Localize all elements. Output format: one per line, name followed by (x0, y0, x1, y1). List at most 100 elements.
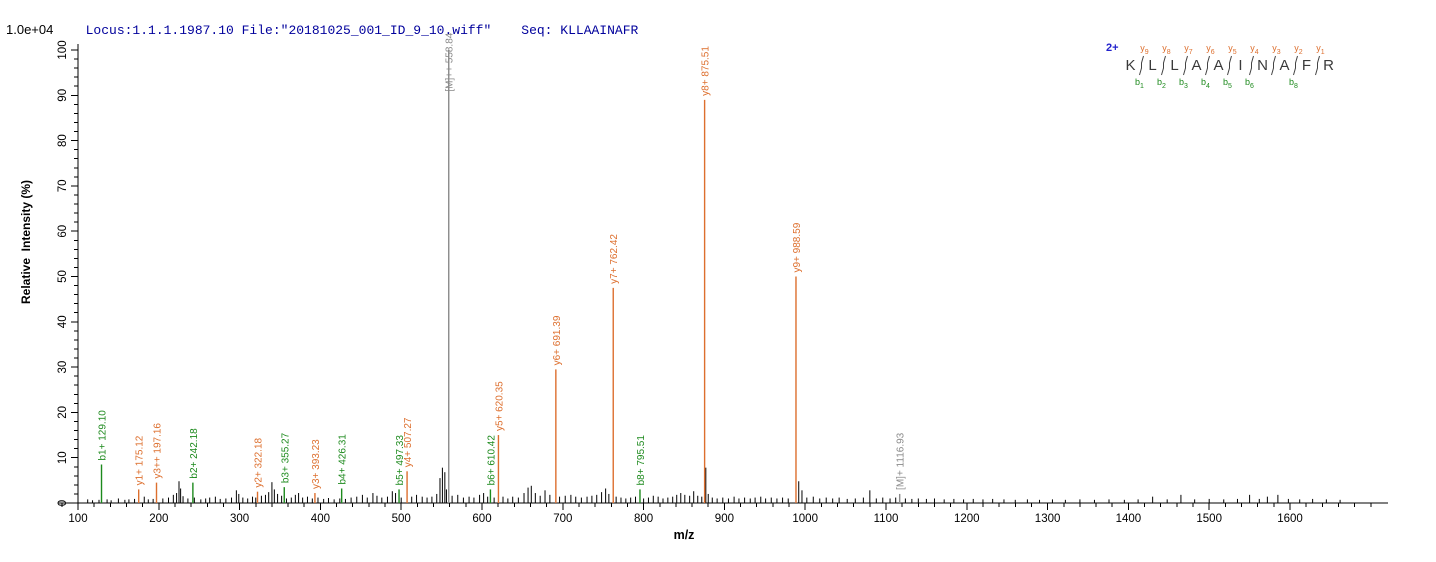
y-ion-label: y2 (1294, 43, 1303, 56)
x-tick-label: 300 (230, 513, 249, 525)
residue-column: L (1168, 42, 1181, 89)
y-tick-label: 0 (57, 500, 69, 506)
x-tick-label: 100 (68, 513, 87, 525)
residue-letter: L (1170, 57, 1179, 74)
y-tick-label: 70 (57, 180, 69, 193)
x-tick-label: 900 (715, 513, 734, 525)
x-tick-label: 1600 (1277, 513, 1303, 525)
cleavage-column: y5 b5 (1223, 42, 1237, 90)
fragment-peak-label: y7+ 762.42 (609, 234, 620, 284)
x-tick-label: 1200 (954, 513, 980, 525)
y-ion-label: y4 (1250, 43, 1259, 56)
residue-letter: N (1257, 57, 1268, 74)
y-tick-label: 90 (57, 89, 69, 102)
x-tick-label: 1300 (1035, 513, 1061, 525)
fragment-peak-label: b6+ 610.42 (486, 435, 497, 486)
y-axis-scale-note: 1.0e+04 (6, 22, 54, 37)
fragment-peak-label: b4+ 426.31 (338, 434, 349, 485)
residue-letter: L (1148, 57, 1157, 74)
y-tick-label: 100 (57, 40, 69, 59)
x-tick-label: 1400 (1116, 513, 1142, 525)
residue-letter: A (1191, 57, 1202, 74)
fragment-peak-label: b3+ 355.27 (280, 432, 291, 483)
b-ion-label: b8 (1289, 77, 1298, 90)
b-ion-label: b1 (1135, 77, 1144, 90)
fragment-peak-label: y1+ 175.12 (135, 435, 146, 485)
fragment-peak-label: [M]++ 558.84 (445, 32, 456, 91)
x-tick-label: 200 (149, 513, 168, 525)
fragment-peak-label: b1+ 129.10 (98, 410, 109, 461)
x-tick-label: 1100 (874, 513, 899, 525)
y-ion-label: y5 (1228, 43, 1237, 56)
cleavage-column: y7 b3 (1179, 42, 1193, 90)
b-ion-label: b3 (1179, 77, 1188, 90)
cleavage-column: y1 (1313, 42, 1325, 89)
y-ion-label: y6 (1206, 43, 1215, 56)
b-ion-label: b5 (1223, 77, 1232, 90)
y-ion-label: y7 (1184, 43, 1193, 56)
y-ion-label: y3 (1272, 43, 1281, 56)
y-ion-label: y1 (1316, 43, 1325, 56)
cleavage-mark-icon (1181, 55, 1190, 76)
precursor-charge-label: 2+ (1106, 42, 1119, 54)
fragment-peak-label: y6+ 691.39 (552, 315, 563, 365)
cleavage-mark-icon (1313, 55, 1322, 76)
residue-column: I (1234, 42, 1247, 89)
residue-column: L (1146, 42, 1159, 89)
residue-column: F (1300, 42, 1313, 89)
fragment-peak-label: [M]+ 1116.93 (896, 432, 907, 490)
residue-column: A (1212, 42, 1225, 89)
residue-letter: A (1279, 57, 1290, 74)
fragment-peak-label: y3++ 197.16 (153, 423, 164, 479)
y-tick-label: 80 (57, 134, 69, 147)
residue-column: A (1278, 42, 1291, 89)
residue-letter: A (1213, 57, 1224, 74)
cleavage-column: y4 b6 (1245, 42, 1259, 90)
fragment-peak-label: b2+ 242.18 (189, 428, 200, 479)
y-tick-label: 50 (57, 270, 69, 283)
cleavage-mark-icon (1291, 55, 1300, 76)
cleavage-column: y6 b4 (1201, 42, 1215, 90)
fragment-peak-label: y2+ 322.18 (254, 437, 265, 487)
cleavage-mark-icon (1137, 55, 1146, 76)
fragment-peak-label: y8+ 875.51 (701, 46, 712, 96)
cleavage-mark-icon (1203, 55, 1212, 76)
y-axis-title: Relative Intensity (%) (19, 179, 33, 305)
residue-letter: R (1323, 57, 1334, 74)
fragment-peak-label: y4+ 507.27 (403, 417, 414, 467)
y-ion-label: y9 (1140, 43, 1149, 56)
cleavage-mark-icon (1225, 55, 1234, 76)
y-ion-label: y8 (1162, 43, 1171, 56)
residue-letter: I (1238, 57, 1243, 74)
residue-letter: K (1125, 57, 1136, 74)
x-tick-label: 600 (472, 513, 491, 525)
y-tick-label: 10 (57, 451, 69, 464)
cleavage-column: y9 b1 (1135, 42, 1149, 90)
b-ion-label: b6 (1245, 77, 1254, 90)
cleavage-mark-icon (1247, 55, 1256, 76)
fragment-peak-label: y5+ 620.35 (494, 381, 505, 431)
y-tick-label: 30 (57, 361, 69, 374)
residue-letter: F (1301, 57, 1312, 74)
residue-column: N (1256, 42, 1269, 89)
sequence-text: Seq: KLLAAINAFR (521, 23, 639, 38)
residue-column: A (1190, 42, 1203, 89)
fragment-peak-label: b8+ 795.51 (636, 435, 647, 486)
x-axis-title: m/z (673, 528, 695, 542)
x-tick-label: 700 (553, 513, 572, 525)
x-tick-label: 1000 (792, 513, 818, 525)
cleavage-mark-icon (1269, 55, 1278, 76)
fragment-peak-label: y3+ 393.23 (311, 439, 322, 489)
cleavage-column: y2 b8 (1289, 42, 1303, 90)
fragment-peak-label: b5+ 497.33 (395, 435, 406, 486)
spectrum-header: Locus:1.1.1.1987.10 File:"20181025_001_I… (70, 8, 639, 38)
fragment-peak-label: y9+ 988.59 (792, 222, 803, 272)
y-tick-label: 40 (57, 315, 69, 328)
y-tick-label: 20 (57, 406, 69, 419)
locus-file-text: Locus:1.1.1.1987.10 File:"20181025_001_I… (85, 23, 492, 38)
b-ion-label: b2 (1157, 77, 1166, 90)
y-tick-label: 60 (57, 225, 69, 238)
x-tick-label: 800 (634, 513, 653, 525)
